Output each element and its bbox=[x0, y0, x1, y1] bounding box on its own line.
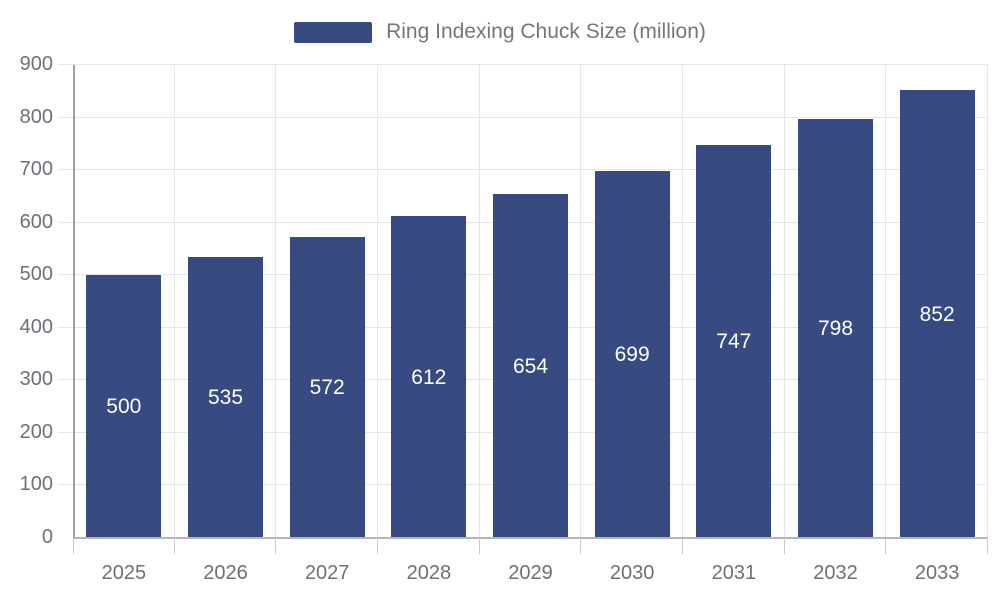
legend-label: Ring Indexing Chuck Size (million) bbox=[386, 20, 706, 43]
y-axis-line bbox=[73, 65, 75, 538]
y-tick-label: 900 bbox=[19, 53, 53, 75]
y-tick-label: 200 bbox=[19, 420, 53, 443]
y-tick-label: 500 bbox=[19, 263, 53, 286]
x-tick-label: 2033 bbox=[914, 562, 960, 584]
x-axis-line bbox=[73, 537, 988, 539]
x-tick-label: 2030 bbox=[609, 562, 655, 584]
x-tick-label: 2025 bbox=[101, 562, 147, 584]
bar-value-label: 699 bbox=[614, 342, 650, 366]
plot-right-border bbox=[987, 65, 988, 538]
y-tick-label: 300 bbox=[19, 368, 53, 391]
bar-2033: 852 bbox=[899, 90, 975, 538]
x-tick-label: 2026 bbox=[203, 562, 248, 584]
gridline-y-700 bbox=[58, 169, 988, 171]
x-axis-tick bbox=[987, 538, 988, 554]
bar-value-label: 747 bbox=[716, 330, 752, 354]
y-tick-label: 100 bbox=[19, 473, 53, 496]
gridline-x bbox=[377, 65, 378, 538]
x-axis-tick bbox=[478, 538, 480, 554]
bar-2025: 500 bbox=[86, 275, 162, 538]
x-axis-tick bbox=[580, 538, 582, 554]
y-tick-label: 800 bbox=[19, 105, 53, 128]
bar-2028: 612 bbox=[391, 216, 467, 538]
plot-area: 500 535 572 612 654 699 747 798 852 bbox=[58, 64, 988, 554]
x-tick-label: 2031 bbox=[711, 562, 757, 584]
x-axis-tick bbox=[73, 538, 74, 554]
bar-2029: 654 bbox=[493, 194, 568, 538]
bar-value-label: 654 bbox=[512, 354, 549, 378]
gridline-x bbox=[275, 65, 277, 538]
bar-value-label: 852 bbox=[919, 302, 955, 326]
gridline-x bbox=[682, 65, 683, 538]
x-tick-label: 2032 bbox=[813, 562, 858, 584]
x-axis-tick bbox=[885, 538, 887, 554]
x-axis-tick bbox=[783, 538, 785, 554]
gridline-x bbox=[885, 65, 887, 538]
gridline-x bbox=[478, 65, 480, 538]
x-tick-label: 2027 bbox=[304, 562, 350, 584]
x-tick-label: 2029 bbox=[508, 562, 553, 584]
y-tick-label: 700 bbox=[19, 158, 53, 181]
bar-value-label: 535 bbox=[207, 385, 244, 409]
x-axis-tick bbox=[682, 538, 683, 554]
bar-value-label: 798 bbox=[817, 316, 854, 340]
gridline-x bbox=[580, 65, 582, 538]
gridline-x bbox=[173, 65, 175, 538]
bar-2031: 747 bbox=[696, 145, 772, 538]
x-axis-tick bbox=[275, 538, 277, 554]
bar-value-label: 500 bbox=[106, 395, 142, 419]
gridline-x bbox=[783, 65, 785, 538]
y-tick-label: 400 bbox=[19, 315, 53, 338]
bar-2032: 798 bbox=[798, 118, 873, 538]
x-axis-tick bbox=[173, 538, 175, 554]
gridline-y-800 bbox=[58, 116, 988, 118]
gridline-y-900 bbox=[58, 64, 988, 65]
y-tick-label: 0 bbox=[41, 526, 53, 548]
legend-swatch bbox=[294, 21, 373, 43]
legend[interactable]: Ring Indexing Chuck Size (million) bbox=[0, 20, 1000, 44]
y-tick-label: 600 bbox=[19, 210, 53, 233]
bar-2027: 572 bbox=[289, 237, 365, 538]
bar-2026: 535 bbox=[188, 256, 263, 538]
bar-value-label: 572 bbox=[309, 376, 345, 400]
x-axis-tick bbox=[377, 538, 378, 554]
bar-value-label: 612 bbox=[411, 365, 447, 389]
x-tick-label: 2028 bbox=[406, 562, 452, 584]
bar-2030: 699 bbox=[594, 170, 670, 538]
